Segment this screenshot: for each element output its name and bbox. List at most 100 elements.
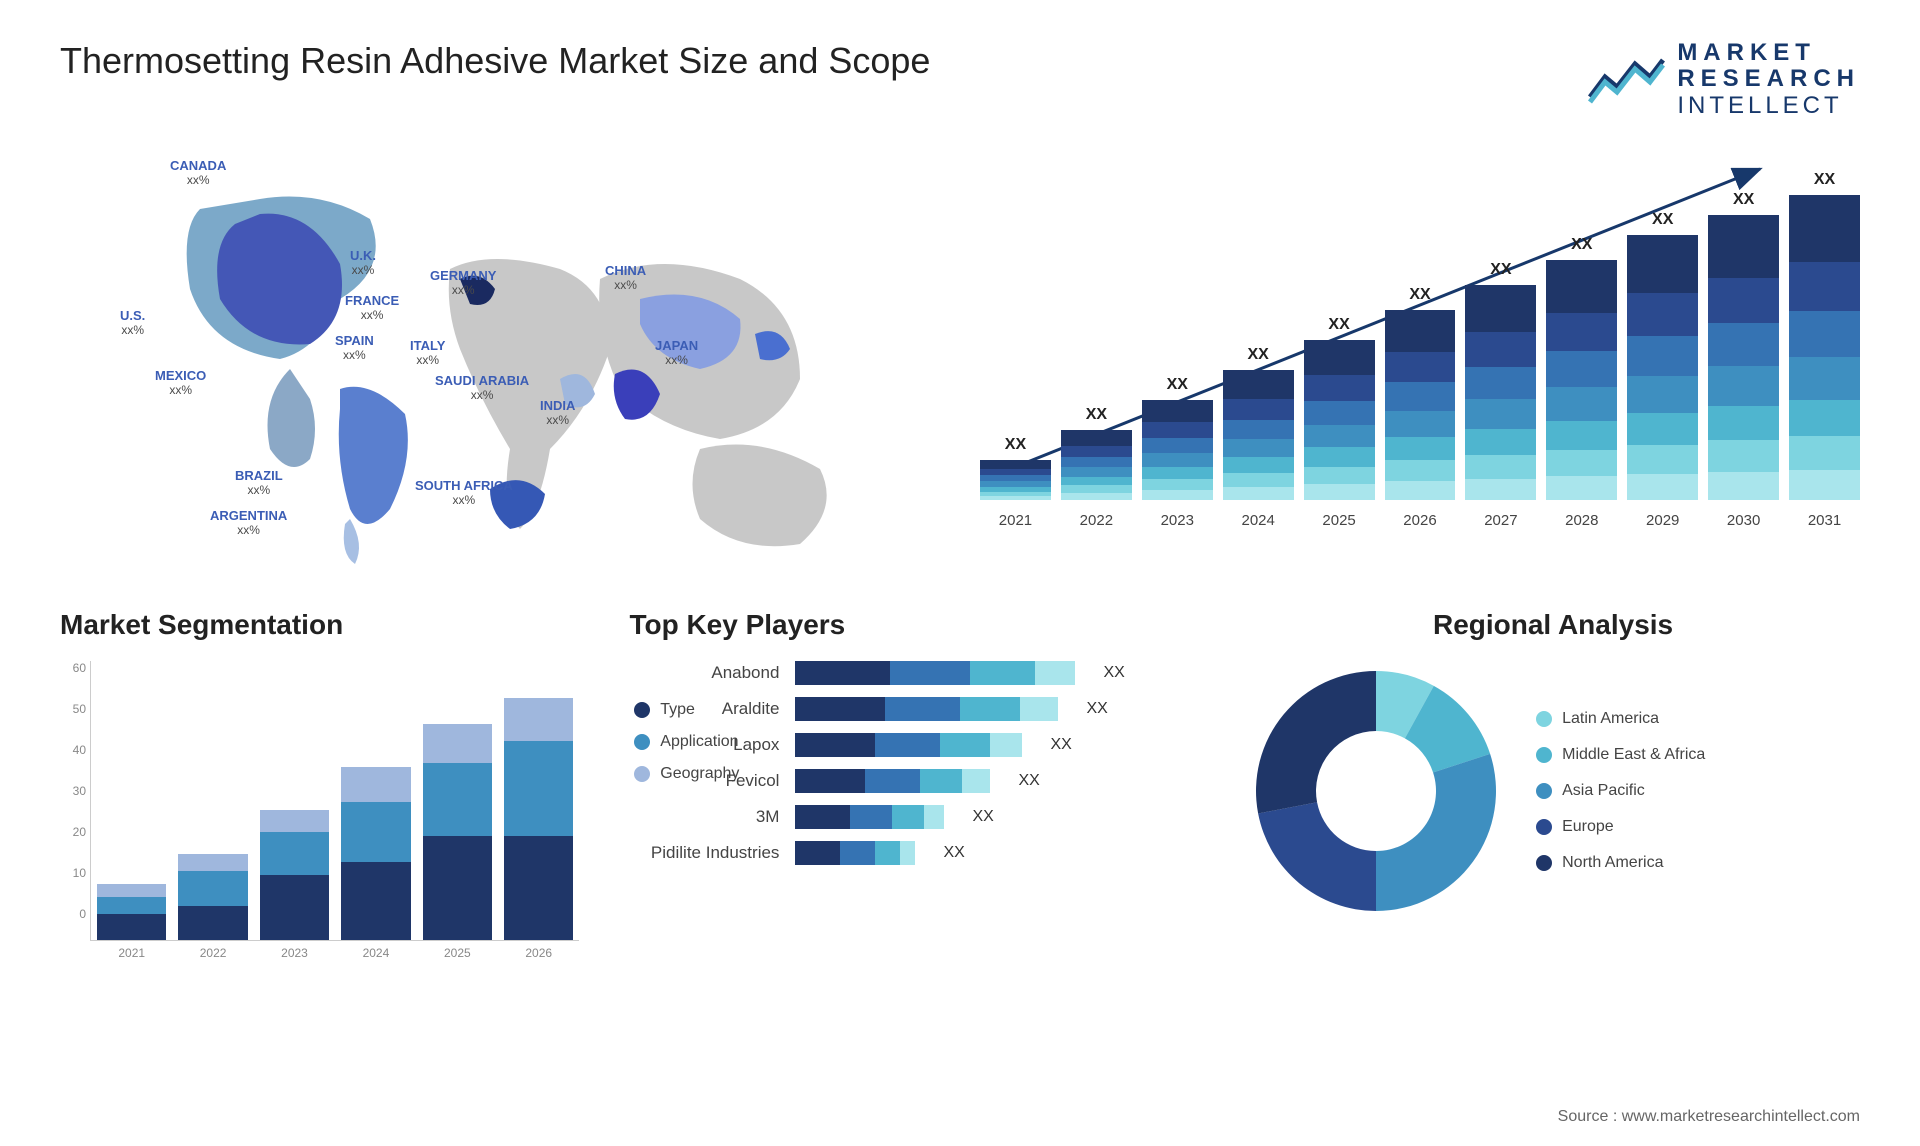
growth-bar-2029: XX 2029 — [1627, 211, 1698, 529]
growth-bar-stack — [1142, 400, 1213, 500]
growth-year-label: 2025 — [1322, 512, 1355, 529]
map-label-germany: GERMANYxx% — [430, 269, 496, 298]
seg-year-label: 2025 — [444, 946, 471, 960]
player-row-pidiliteindustries: Pidilite IndustriesXX — [629, 841, 1196, 865]
seg-legend-geography: Geography — [634, 765, 739, 783]
growth-value-label: XX — [1409, 286, 1430, 304]
seg-year-label: 2024 — [363, 946, 390, 960]
growth-year-label: 2030 — [1727, 512, 1760, 529]
player-value: XX — [1050, 736, 1071, 754]
world-map-panel: CANADAxx% U.S.xx% MEXICOxx% BRAZILxx% ARGENT… — [60, 149, 940, 569]
player-name: Anabond — [629, 663, 779, 683]
map-label-india: INDIAxx% — [540, 399, 575, 428]
map-label-japan: JAPANxx% — [655, 339, 698, 368]
player-name: 3M — [629, 807, 779, 827]
growth-year-label: 2021 — [999, 512, 1032, 529]
map-label-canada: CANADAxx% — [170, 159, 226, 188]
page-title: Thermosetting Resin Adhesive Market Size… — [60, 40, 930, 82]
logo-line3: INTELLECT — [1677, 93, 1860, 119]
player-bar — [795, 769, 990, 793]
player-row-m: 3MXX — [629, 805, 1196, 829]
seg-year-label: 2026 — [525, 946, 552, 960]
bottom-row: Market Segmentation 6050403020100 202120… — [60, 609, 1860, 941]
player-value: XX — [1086, 700, 1107, 718]
map-label-saudiarabia: SAUDI ARABIAxx% — [435, 374, 529, 403]
growth-bar-2026: XX 2026 — [1385, 286, 1456, 529]
seg-legend-application: Application — [634, 733, 739, 751]
growth-value-label: XX — [1248, 346, 1269, 364]
seg-bar-2026: 2026 — [504, 698, 573, 941]
map-label-mexico: MEXICOxx% — [155, 369, 206, 398]
growth-value-label: XX — [1814, 171, 1835, 189]
player-bar — [795, 841, 915, 865]
growth-chart: XX2021XX2022XX2023XX2024XX2025XX2026XX20… — [980, 149, 1860, 569]
map-label-china: CHINAxx% — [605, 264, 646, 293]
growth-value-label: XX — [1571, 236, 1592, 254]
seg-legend-type: Type — [634, 701, 739, 719]
regional-donut — [1246, 661, 1506, 921]
growth-bar-2021: XX2021 — [980, 436, 1051, 529]
player-bar — [795, 697, 1058, 721]
growth-value-label: XX — [1490, 261, 1511, 279]
player-value: XX — [1103, 664, 1124, 682]
seg-bar-2022: 2022 — [178, 854, 247, 941]
growth-bar-2028: XX2028 — [1546, 236, 1617, 529]
growth-value-label: XX — [1652, 211, 1673, 229]
player-value: XX — [1018, 772, 1039, 790]
regional-content: Latin America Middle East & Africa Asia Pa… — [1246, 661, 1860, 921]
segmentation-y-axis: 6050403020100 — [60, 661, 90, 941]
map-label-brazil: BRAZILxx% — [235, 469, 283, 498]
players-title: Top Key Players — [629, 609, 1196, 641]
header: Thermosetting Resin Adhesive Market Size… — [60, 40, 1860, 119]
segmentation-legend: Type Application Geography — [634, 701, 739, 783]
logo-icon — [1585, 52, 1665, 107]
growth-bar-2022: XX2022 — [1061, 406, 1132, 529]
region-legend-northamerica: North America — [1536, 854, 1705, 872]
growth-year-label: 2029 — [1646, 512, 1679, 529]
regional-legend: Latin America Middle East & Africa Asia Pa… — [1536, 710, 1705, 872]
seg-bar-2025: 2025 — [423, 724, 492, 941]
growth-year-label: 2027 — [1484, 512, 1517, 529]
map-label-argentina: ARGENTINAxx% — [210, 509, 287, 538]
growth-bar-2025: XX 2025 — [1304, 316, 1375, 529]
region-legend-europe: Europe — [1536, 818, 1705, 836]
brand-logo: MARKET RESEARCH INTELLECT — [1585, 40, 1860, 119]
regional-section: Regional Analysis Latin America Middle Ea… — [1246, 609, 1860, 941]
logo-line1: MARKET — [1677, 40, 1860, 66]
growth-bar-stack — [1708, 215, 1779, 500]
map-label-france: FRANCExx% — [345, 294, 399, 323]
growth-year-label: 2031 — [1808, 512, 1841, 529]
region-legend-latinamerica: Latin America — [1536, 710, 1705, 728]
regional-title: Regional Analysis — [1246, 609, 1860, 641]
map-label-southafrica: SOUTH AFRICAxx% — [415, 479, 513, 508]
growth-bar-2023: XX2023 — [1142, 376, 1213, 529]
growth-value-label: XX — [1328, 316, 1349, 334]
map-label-us: U.S.xx% — [120, 309, 145, 338]
seg-bar-2023: 2023 — [260, 810, 329, 940]
player-bar — [795, 733, 1022, 757]
growth-bar-stack — [1789, 195, 1860, 500]
region-legend-asiapacific: Asia Pacific — [1536, 782, 1705, 800]
player-bar — [795, 805, 944, 829]
growth-bar-stack — [1304, 340, 1375, 500]
growth-bar-2030: XX2030 — [1708, 191, 1779, 529]
seg-bar-2021: 2021 — [97, 884, 166, 940]
seg-year-label: 2021 — [118, 946, 145, 960]
seg-year-label: 2022 — [200, 946, 227, 960]
logo-line2: RESEARCH — [1677, 66, 1860, 92]
logo-text: MARKET RESEARCH INTELLECT — [1677, 40, 1860, 119]
source-attribution: Source : www.marketresearchintellect.com — [1558, 1108, 1860, 1126]
donut-slice-northamerica — [1256, 671, 1376, 813]
map-label-uk: U.K.xx% — [350, 249, 376, 278]
growth-bar-stack — [1465, 285, 1536, 500]
growth-bar-stack — [1627, 235, 1698, 500]
growth-bar-stack — [1223, 370, 1294, 500]
growth-year-label: 2026 — [1403, 512, 1436, 529]
player-bar — [795, 661, 1075, 685]
donut-slice-asiapacific — [1376, 754, 1496, 911]
growth-bar-stack — [1061, 430, 1132, 500]
map-label-italy: ITALYxx% — [410, 339, 445, 368]
growth-value-label: XX — [1086, 406, 1107, 424]
growth-value-label: XX — [1167, 376, 1188, 394]
region-legend-middleeastafrica: Middle East & Africa — [1536, 746, 1705, 764]
